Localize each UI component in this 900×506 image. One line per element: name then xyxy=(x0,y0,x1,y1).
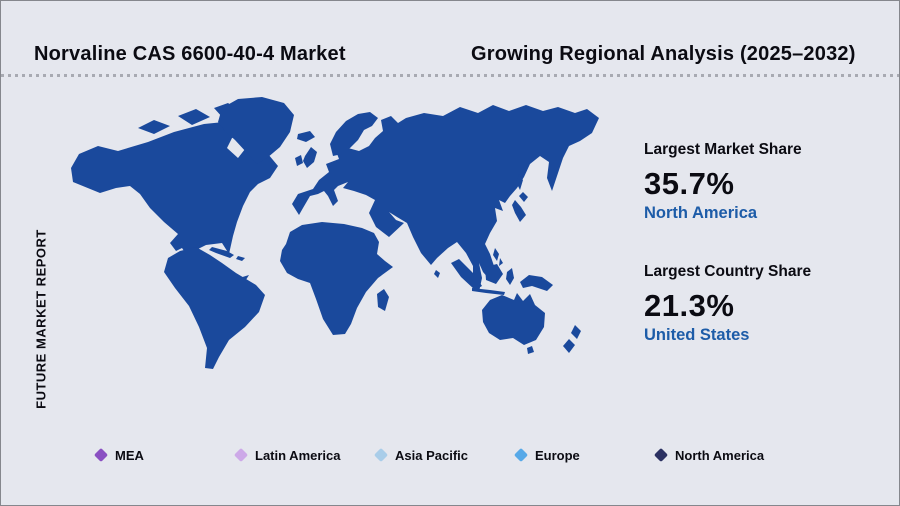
stat-label: Largest Market Share xyxy=(644,141,802,158)
landmass-sumatra xyxy=(451,259,482,290)
legend-label-north-america: North America xyxy=(675,447,765,463)
brand-watermark: FUTURE MARKET REPORT xyxy=(33,229,49,409)
stat-value: 35.7% xyxy=(644,166,735,201)
landmass-greenland xyxy=(218,97,294,164)
legend-label-mea: MEA xyxy=(115,447,144,463)
landmass-australia xyxy=(482,293,545,345)
landmass-eurasia xyxy=(292,105,599,292)
legend-label-europe: Europe xyxy=(535,447,580,463)
landmass-arctic-islands xyxy=(138,103,239,134)
stat-label: Largest Country Share xyxy=(644,263,812,280)
landmass-tasmania xyxy=(527,346,534,354)
landmass-java xyxy=(472,288,505,295)
landmass-north-america xyxy=(71,121,278,284)
landmass-sri-lanka xyxy=(434,270,440,278)
landmass-caribbean xyxy=(209,247,245,261)
legend-item-latin-america: Latin America xyxy=(233,447,341,463)
stat-region: North America xyxy=(644,204,758,222)
stat-region: United States xyxy=(644,326,750,344)
legend-diamond-asia-pacific-icon xyxy=(373,447,389,463)
legend-item-asia-pacific: Asia Pacific xyxy=(373,447,468,463)
legend-diamond-north-america-icon xyxy=(653,447,669,463)
stat-largest-country-share: Largest Country Share 21.3% United State… xyxy=(644,263,894,345)
landmass-borneo xyxy=(485,264,503,284)
landmass-iceland xyxy=(297,131,315,142)
legend-diamond-latin-america-icon xyxy=(233,447,249,463)
landmass-new-zealand xyxy=(563,325,581,353)
legend-label-asia-pacific: Asia Pacific xyxy=(395,447,468,463)
landmass-africa xyxy=(280,222,393,335)
landmass-british-isles xyxy=(295,147,317,168)
legend-label-latin-america: Latin America xyxy=(255,447,341,463)
landmass-sulawesi xyxy=(506,268,514,285)
landmass-novaya-zemlya xyxy=(392,132,408,150)
landmass-scandinavia xyxy=(330,112,378,156)
landmass-new-guinea xyxy=(520,275,553,291)
dotted-separator xyxy=(1,74,899,77)
page-title-analysis: Growing Regional Analysis (2025–2032) xyxy=(471,43,856,65)
landmass-sakhalin xyxy=(516,174,523,190)
stat-largest-market-share: Largest Market Share 35.7% North America xyxy=(644,141,894,223)
legend-diamond-europe-icon xyxy=(513,447,529,463)
world-map xyxy=(71,97,599,369)
landmass-japan xyxy=(512,192,528,222)
landmass-philippines xyxy=(493,248,503,266)
stat-value: 21.3% xyxy=(644,288,735,323)
page-title-market: Norvaline CAS 6600-40-4 Market xyxy=(34,43,346,65)
legend-item-mea: MEA xyxy=(93,447,144,463)
landmass-madagascar xyxy=(377,289,389,311)
legend-item-europe: Europe xyxy=(513,447,580,463)
landmass-south-america xyxy=(164,247,265,369)
legend-diamond-mea-icon xyxy=(93,447,109,463)
legend-item-north-america: North America xyxy=(653,447,765,463)
